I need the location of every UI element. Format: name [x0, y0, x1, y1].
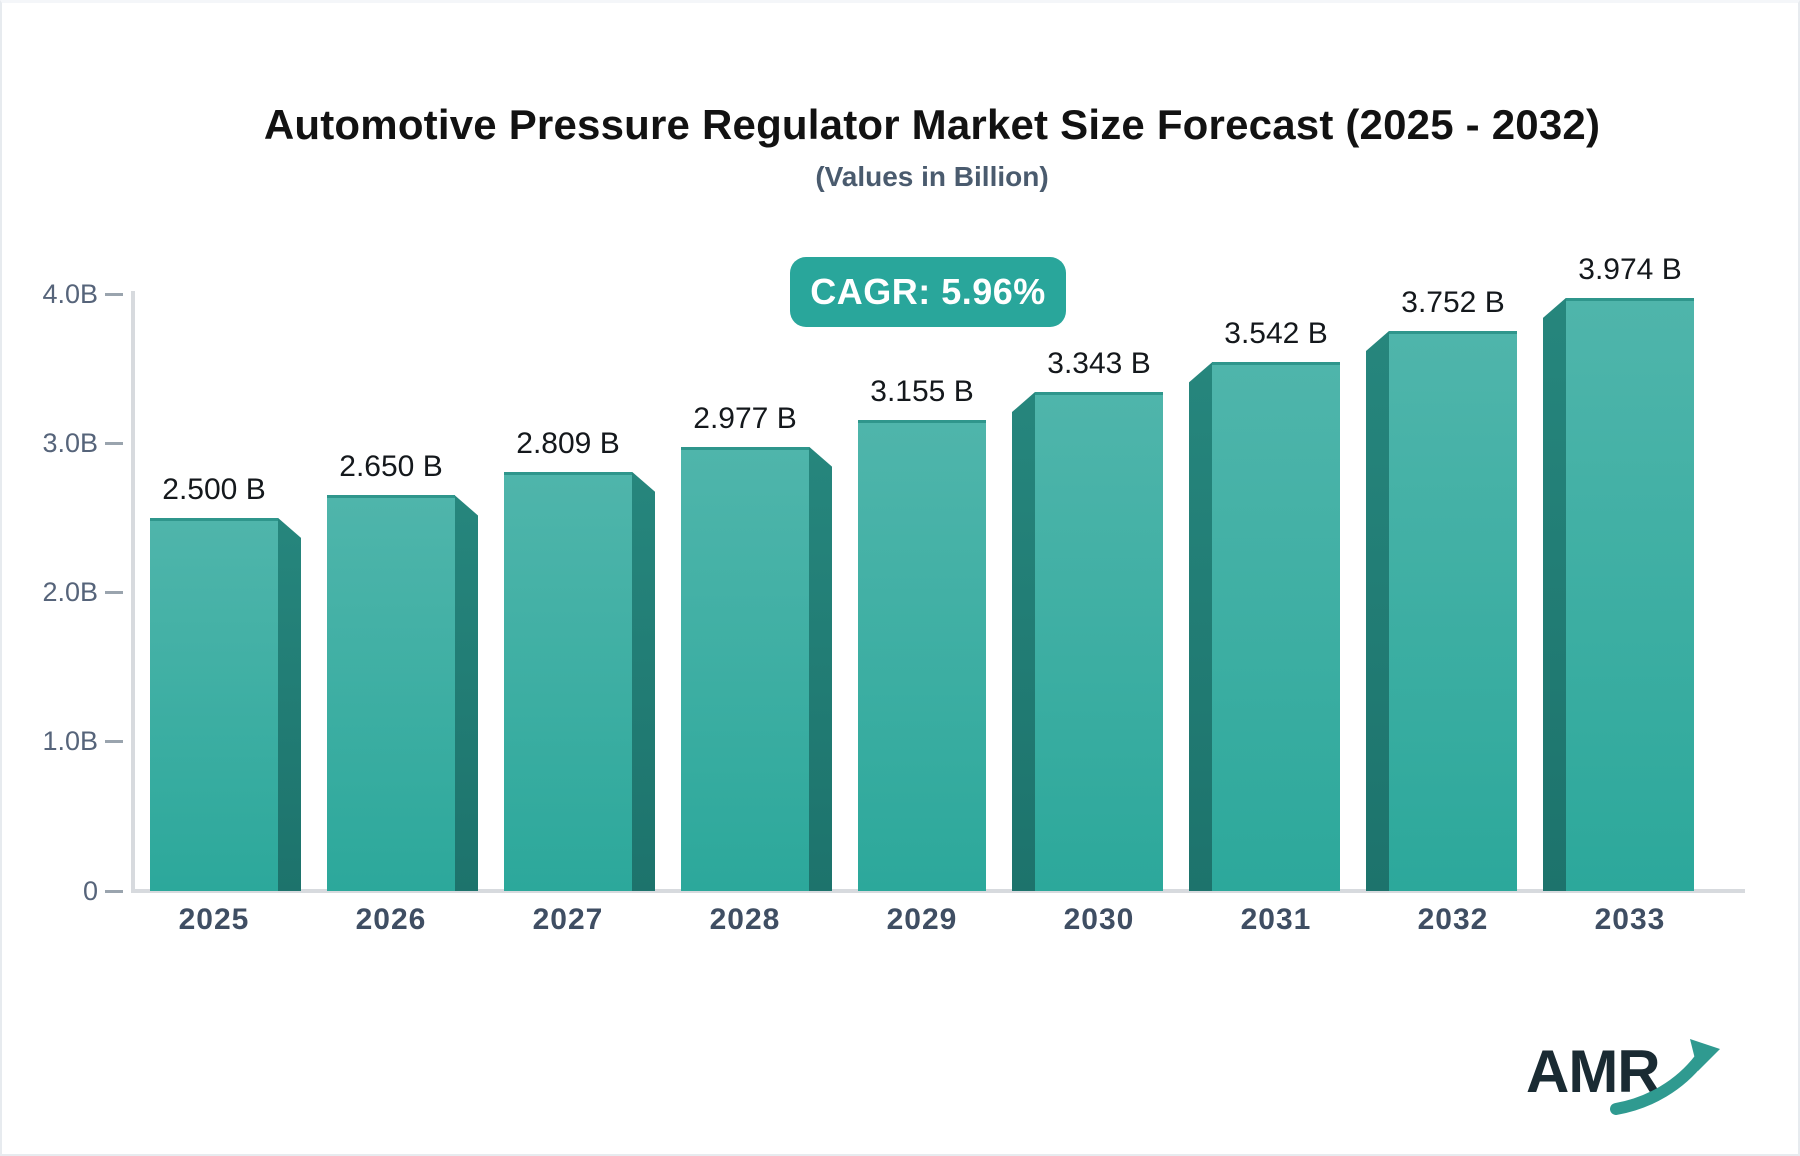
bar-2026 [327, 495, 455, 891]
bar-side-face-2027 [632, 471, 655, 891]
amr-logo-text: AMR [1526, 1038, 1661, 1105]
bar-value-label-2032: 3.752 B [1401, 286, 1505, 319]
bar-side-face-2030 [1012, 392, 1035, 891]
y-axis-line [131, 291, 135, 891]
bar-2029 [858, 420, 986, 891]
y-tick-mark [105, 292, 123, 296]
bar-2031 [1212, 362, 1340, 891]
bar-side-face-2033 [1543, 297, 1566, 891]
bar-2025 [150, 517, 278, 891]
x-tick-label-2032: 2032 [1417, 903, 1489, 936]
bar-value-label-2029: 3.155 B [870, 375, 974, 409]
bar-2032 [1389, 331, 1517, 891]
x-tick-label-2026: 2026 [355, 903, 427, 936]
bar-2030 [1035, 392, 1163, 891]
amr-logo: AMR [1526, 1033, 1726, 1123]
bar-value-label-2025: 2.500 B [162, 472, 266, 506]
bar-value-label-2030: 3.343 B [1047, 347, 1151, 381]
bar-side-face-2032 [1366, 331, 1389, 891]
bar-value-label-2026: 2.650 B [339, 450, 443, 484]
x-tick-label-2028: 2028 [709, 903, 781, 936]
x-axis-line [131, 889, 1745, 893]
cagr-badge-label: CAGR: 5.96% [810, 271, 1046, 312]
y-tick-mark [105, 740, 123, 744]
bar-side-face-2025 [278, 517, 301, 891]
x-tick-label-2031: 2031 [1240, 903, 1312, 936]
x-tick-label-2029: 2029 [886, 903, 958, 936]
y-tick-label: 4.0B [42, 278, 98, 309]
bar-2027 [504, 471, 632, 891]
y-tick-label: 0 [82, 875, 98, 906]
y-tick-label: 3.0B [42, 427, 98, 458]
x-tick-label-2027: 2027 [532, 903, 604, 936]
cagr-badge: CAGR: 5.96% [790, 257, 1066, 327]
bar-value-label-2033: 3.974 B [1578, 252, 1682, 286]
bar-value-label-2027: 2.809 B [516, 426, 620, 460]
y-tick-label: 2.0B [42, 577, 98, 607]
y-tick-label: 1.0B [42, 726, 98, 757]
bar-chart: 0 1.0B 2.0B 3.0B 4.0B 2.500 B 2.650 B 2.809 B 2… [2, 3, 1798, 1154]
bar-side-face-2031 [1189, 362, 1212, 891]
bar-side-face-2026 [455, 495, 478, 891]
y-tick-mark [105, 441, 123, 445]
x-tick-label-2025: 2025 [178, 903, 250, 936]
growth-arrow-icon [1610, 1039, 1720, 1115]
bar-2028 [681, 446, 809, 891]
chart-subtitle: (Values in Billion) [815, 161, 1049, 192]
y-tick-mark [105, 591, 123, 594]
x-tick-label-2033: 2033 [1594, 903, 1666, 936]
x-tick-label-2030: 2030 [1063, 903, 1135, 936]
bar-value-label-2028: 2.977 B [693, 401, 797, 435]
bar-side-face-2028 [809, 446, 832, 891]
chart-title: Automotive Pressure Regulator Market Siz… [263, 101, 1601, 148]
bar-value-label-2031: 3.542 B [1224, 317, 1328, 351]
bar-2033 [1566, 297, 1694, 891]
y-tick-mark [105, 889, 123, 893]
